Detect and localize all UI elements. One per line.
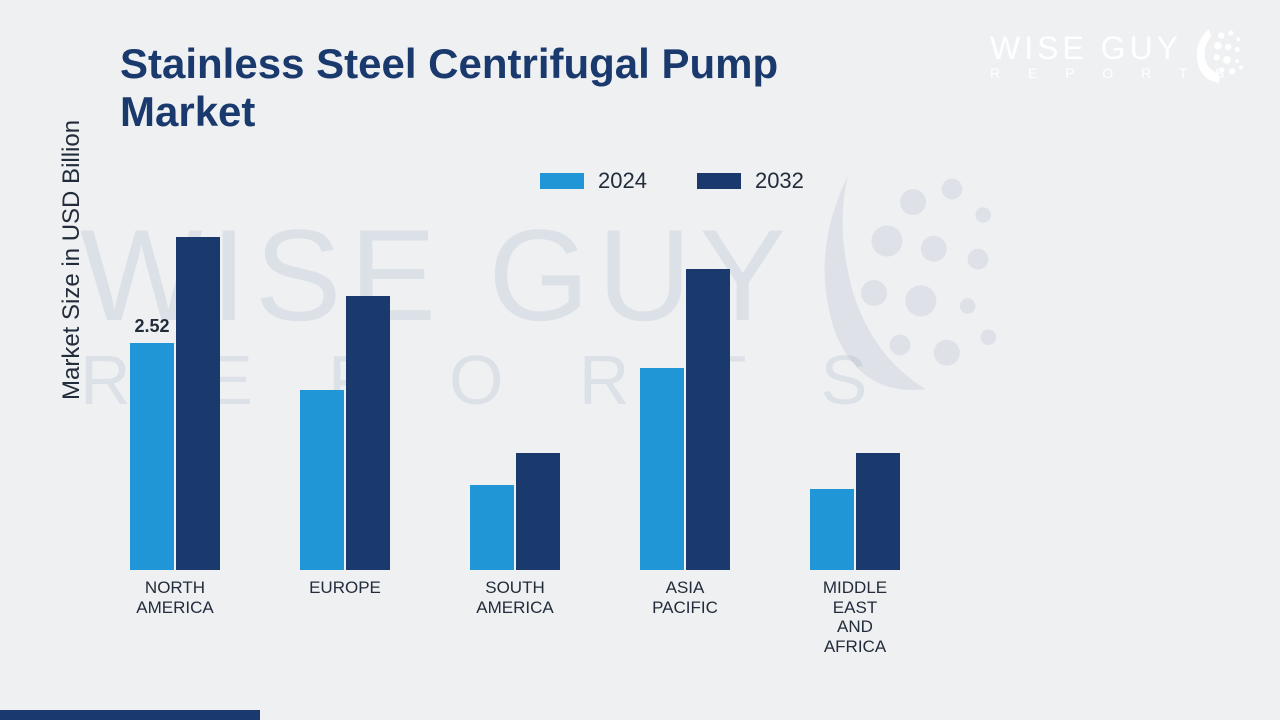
chart-title: Stainless Steel Centrifugal Pump Market	[120, 40, 860, 137]
x-axis-label: NORTHAMERICA	[105, 578, 245, 617]
plot-area: 2.52NORTHAMERICAEUROPESOUTHAMERICAASIAPA…	[110, 210, 930, 570]
chart-stage: WISE GUY R E P O R T S WISE GUY R E P O …	[0, 0, 1280, 720]
y-axis-label: Market Size in USD Billion	[58, 120, 86, 400]
bar-2024	[810, 489, 854, 570]
bar-value-label: 2.52	[130, 316, 174, 337]
footer-accent-bar	[0, 710, 260, 720]
bar-2032	[686, 269, 730, 571]
legend-label-2032: 2032	[755, 168, 804, 194]
bar-2032	[856, 453, 900, 570]
legend: 2024 2032	[540, 168, 804, 194]
bar-2032	[346, 296, 390, 571]
legend-label-2024: 2024	[598, 168, 647, 194]
bar-2024	[300, 390, 344, 570]
x-axis-label: ASIAPACIFIC	[615, 578, 755, 617]
legend-item-2032: 2032	[697, 168, 804, 194]
brand-head-icon	[1186, 24, 1250, 88]
x-axis-label: MIDDLEEASTANDAFRICA	[785, 578, 925, 656]
bar-2032	[516, 453, 560, 570]
x-axis-label: SOUTHAMERICA	[445, 578, 585, 617]
brand-logo: WISE GUY R E P O R T S	[990, 30, 1250, 81]
legend-swatch-2024	[540, 173, 584, 189]
legend-swatch-2032	[697, 173, 741, 189]
bar-2024	[130, 343, 174, 570]
bar-2024	[640, 368, 684, 571]
bar-2024	[470, 485, 514, 571]
x-axis-label: EUROPE	[275, 578, 415, 598]
bar-2032	[176, 237, 220, 570]
legend-item-2024: 2024	[540, 168, 647, 194]
